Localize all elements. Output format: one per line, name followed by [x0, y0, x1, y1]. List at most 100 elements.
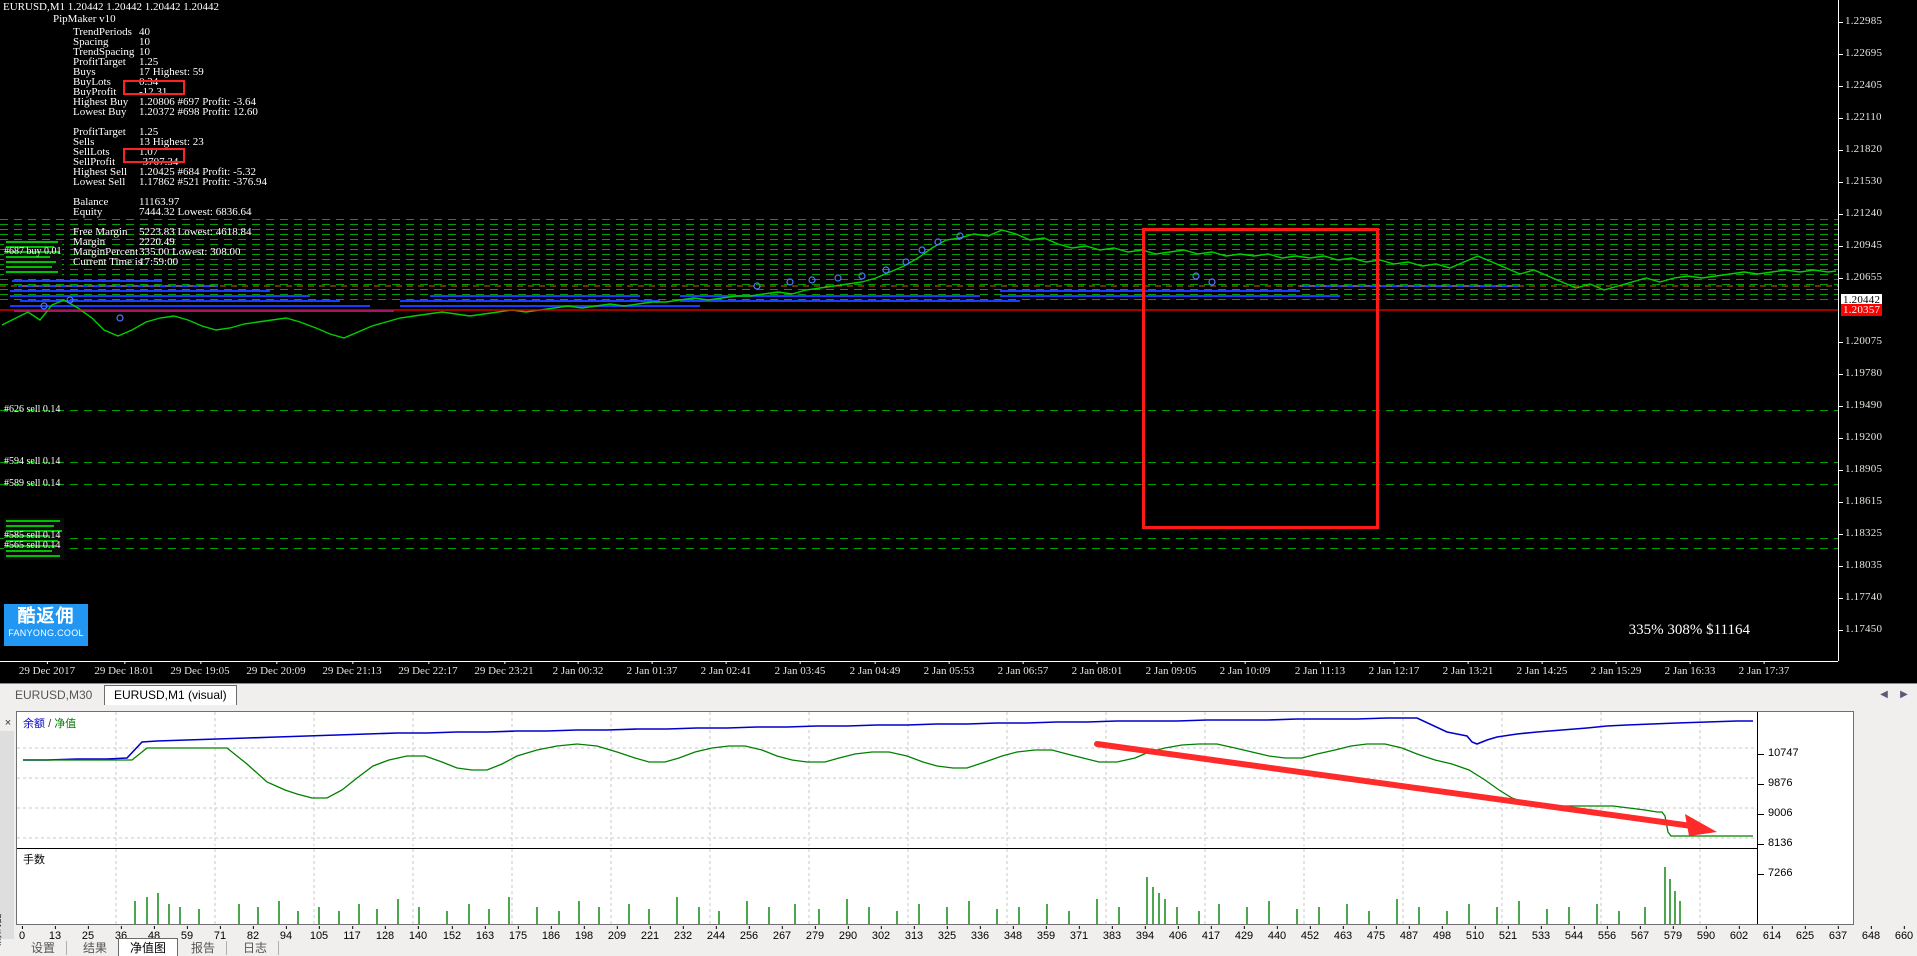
- param-key: ProfitTarget: [73, 56, 126, 68]
- param-value: 13 Highest: 23: [139, 136, 204, 148]
- time-tick: 2 Jan 02:41: [700, 661, 752, 677]
- x-tick: 279: [805, 926, 825, 942]
- param-trendperiods: TrendPeriods 40: [73, 26, 219, 38]
- tab-settings[interactable]: 设置: [31, 941, 56, 955]
- param-value: -12.31: [139, 86, 168, 98]
- x-tick: 105: [309, 926, 329, 942]
- order-label: #565 sell 0.14: [4, 540, 61, 551]
- x-tick: 359: [1036, 926, 1056, 942]
- time-tick: 2 Jan 09:05: [1145, 661, 1197, 677]
- time-tick: 2 Jan 12:17: [1368, 661, 1420, 677]
- x-tick: 521: [1498, 926, 1518, 942]
- strategy-tester-panel[interactable]: × 测试器: [0, 705, 1917, 956]
- tab-divider: [278, 941, 279, 955]
- tab-divider: [66, 941, 67, 955]
- param-key: ProfitTarget: [73, 126, 126, 138]
- param-highest-sell: Highest Sell 1.20425 #684 Profit: -5.32: [73, 167, 256, 178]
- time-tick: 2 Jan 01:37: [626, 661, 678, 677]
- order-label: #594 sell 0.14: [4, 456, 61, 467]
- price-tick: 1.22985: [1838, 15, 1883, 27]
- param-profittarget-sell: ProfitTarget 1.25: [73, 126, 219, 138]
- x-tick: 440: [1267, 926, 1287, 942]
- x-tick: 429: [1234, 926, 1254, 942]
- param-key: SellLots: [73, 146, 110, 158]
- param-buys: Buys 17 Highest: 59: [73, 66, 219, 78]
- param-key: Lowest Sell: [73, 176, 126, 188]
- param-key: Buys: [73, 66, 96, 78]
- time-tick: 29 Dec 19:05: [170, 661, 230, 677]
- x-tick: 175: [508, 926, 528, 942]
- price-tick: 1.17450: [1838, 623, 1883, 635]
- param-value: 0.34: [139, 76, 159, 88]
- x-tick: 59: [180, 926, 194, 942]
- param-key: Lowest Buy: [73, 106, 127, 118]
- equity-graph-panel[interactable]: 余额 / 净值: [16, 711, 1854, 925]
- tab-scroll-left-icon[interactable]: ◀: [1880, 689, 1888, 700]
- param-value: 335.00 Lowest: 308.00: [139, 246, 241, 258]
- tab-eurusd-m30[interactable]: EURUSD,M30: [15, 688, 93, 702]
- price-tick: 1.19490: [1838, 399, 1883, 411]
- x-tick: 533: [1531, 926, 1551, 942]
- x-tick: 13: [48, 926, 62, 942]
- price-axis[interactable]: 1.22985 1.22695 1.22405 1.22110 1.21820 …: [1838, 0, 1917, 661]
- tab-equity-graph[interactable]: 净值图: [118, 938, 179, 956]
- x-tick: 498: [1432, 926, 1452, 942]
- param-trendspacing: TrendSpacing 10: [73, 47, 219, 58]
- time-tick: 29 Dec 21:13: [322, 661, 382, 677]
- param-key: BuyProfit: [73, 86, 117, 98]
- current-price-label: 1.20442: [1841, 294, 1883, 306]
- time-axis[interactable]: 29 Dec 2017 29 Dec 18:01 29 Dec 19:05 29…: [0, 661, 1838, 683]
- param-value: 1.17862 #521 Profit: -376.94: [139, 176, 268, 188]
- bid-price-label: 1.20357: [1841, 304, 1883, 316]
- param-key: Margin: [73, 236, 106, 248]
- x-tick: 0: [18, 926, 26, 942]
- tab-scroll-right-icon[interactable]: ▶: [1900, 689, 1908, 700]
- x-tick: 186: [541, 926, 561, 942]
- tab-report[interactable]: 报告: [191, 941, 216, 955]
- tab-results[interactable]: 结果: [83, 941, 108, 955]
- param-value: 11163.97: [139, 196, 180, 208]
- performance-summary: 335% 308% $11164: [1628, 622, 1750, 638]
- x-tick: 140: [408, 926, 428, 942]
- x-tick: 463: [1333, 926, 1353, 942]
- x-tick: 567: [1630, 926, 1650, 942]
- indicator-title: PipMaker v10: [53, 13, 116, 25]
- equity-curve-plot[interactable]: 余额 / 净值: [17, 712, 1757, 846]
- param-value: 1.25: [139, 126, 159, 138]
- x-tick: 406: [1168, 926, 1188, 942]
- order-label: #687 buy 0.01: [4, 246, 62, 257]
- time-tick: 2 Jan 06:57: [997, 661, 1049, 677]
- price-tick: 1.19780: [1838, 367, 1883, 379]
- x-tick: 267: [772, 926, 792, 942]
- x-tick: 325: [937, 926, 957, 942]
- param-value: 1.25: [139, 56, 159, 68]
- equity-tick: 8136: [1757, 837, 1793, 849]
- tab-eurusd-m1-visual[interactable]: EURUSD,M1 (visual): [104, 685, 237, 707]
- lots-histogram-plot[interactable]: 手数: [17, 848, 1757, 924]
- price-tick: 1.22405: [1838, 79, 1883, 91]
- chart-plot-canvas[interactable]: #687 buy 0.01 #626 sell 0.14 #594 sell 0…: [0, 0, 1838, 661]
- x-tick: 556: [1597, 926, 1617, 942]
- tab-journal[interactable]: 日志: [243, 941, 268, 955]
- param-key: TrendPeriods: [73, 26, 132, 38]
- param-highest-buy: Highest Buy 1.20806 #697 Profit: -3.64: [73, 97, 256, 108]
- price-tick: 1.21820: [1838, 143, 1883, 155]
- param-spacing: Spacing 10: [73, 37, 219, 48]
- close-icon[interactable]: ×: [4, 717, 12, 729]
- tester-tabs[interactable]: 设置 结果 净值图 报告 日志: [14, 938, 1914, 956]
- main-chart-area[interactable]: #687 buy 0.01 #626 sell 0.14 #594 sell 0…: [0, 0, 1917, 683]
- param-lowest-buy: Lowest Buy 1.20372 #698 Profit: 12.60: [73, 106, 258, 118]
- time-tick: 2 Jan 03:45: [774, 661, 826, 677]
- x-tick: 209: [607, 926, 627, 942]
- chart-highlight-rectangle: [1142, 228, 1379, 529]
- x-tick: 232: [673, 926, 693, 942]
- x-tick: 94: [279, 926, 293, 942]
- time-tick: 2 Jan 14:25: [1516, 661, 1568, 677]
- param-value: 5223.83 Lowest: 4618.84: [139, 226, 252, 238]
- indicator-info-panel: EURUSD,M1 1.20442 1.20442 1.20442 1.2044…: [3, 2, 267, 268]
- tester-trade-axis: 0 13 25 36 48 59 71 82 94 105 117 128 14…: [16, 926, 1913, 943]
- time-tick: 29 Dec 23:21: [474, 661, 534, 677]
- x-tick: 625: [1795, 926, 1815, 942]
- chart-window-tabs[interactable]: EURUSD,M30 EURUSD,M1 (visual) ◀ ▶: [0, 683, 1917, 707]
- price-tick: 1.18905: [1838, 463, 1883, 475]
